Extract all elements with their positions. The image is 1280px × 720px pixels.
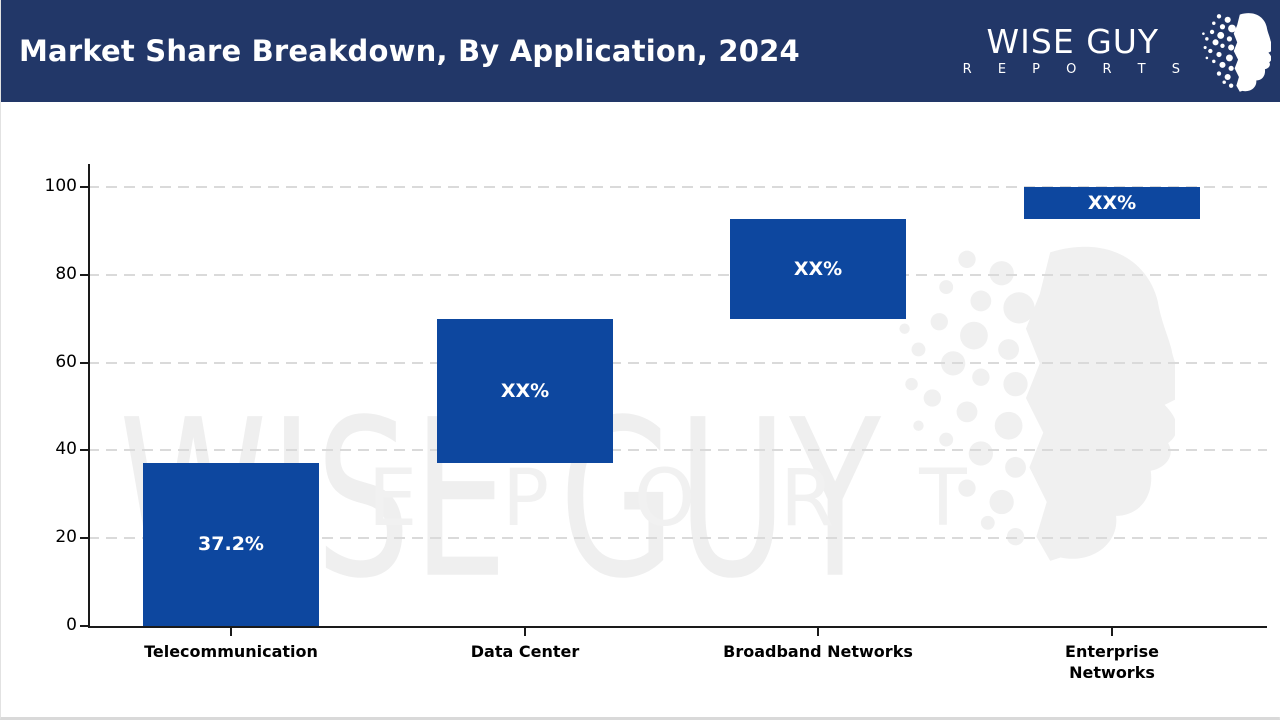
y-axis-line bbox=[88, 164, 90, 628]
y-tick-mark bbox=[80, 186, 88, 188]
header-bar: Market Share Breakdown, By Application, … bbox=[1, 0, 1280, 102]
category-label-line: Telecommunication bbox=[144, 642, 318, 661]
bar-segment: XX% bbox=[437, 318, 613, 463]
y-tick-mark bbox=[80, 537, 88, 540]
gridline-40 bbox=[88, 449, 1267, 452]
chart-title: Market Share Breakdown, By Application, … bbox=[19, 34, 800, 68]
category-label: Data Center bbox=[405, 641, 645, 662]
y-tick-label: 20 bbox=[55, 527, 77, 548]
bar-segment: 37.2% bbox=[143, 462, 319, 626]
y-tick-mark bbox=[80, 449, 88, 452]
y-tick-mark bbox=[80, 625, 88, 627]
x-tick-mark bbox=[817, 628, 819, 636]
wise-guy-reports-logo: WISE GUY R E P O R T S bbox=[955, 5, 1271, 97]
category-label-line: Data Center bbox=[470, 642, 580, 661]
logo-wordmark: WISE GUY R E P O R T S bbox=[955, 21, 1191, 78]
gridline-100 bbox=[88, 186, 1267, 188]
category-label-line: Enterprise bbox=[1065, 642, 1159, 661]
category-label-line: Broadband Networks bbox=[723, 642, 913, 661]
x-tick-mark bbox=[524, 628, 526, 636]
logo-subtitle: R E P O R T S bbox=[962, 62, 1191, 78]
x-tick-mark bbox=[1111, 628, 1113, 636]
watermark-head-icon bbox=[863, 230, 1175, 566]
logo-name: WISE GUY bbox=[986, 21, 1160, 61]
bar-value-label: XX% bbox=[793, 257, 843, 280]
y-tick-mark bbox=[80, 273, 88, 276]
bar-value-label: XX% bbox=[500, 379, 550, 402]
x-axis-line bbox=[88, 626, 1267, 628]
category-label-line: Networks bbox=[1069, 663, 1155, 682]
y-tick-label: 40 bbox=[55, 439, 77, 460]
gridline-60 bbox=[88, 361, 1267, 364]
category-label: Broadband Networks bbox=[698, 641, 938, 662]
category-label: Enterprise Networks bbox=[992, 641, 1232, 683]
bar-value-label: XX% bbox=[1087, 192, 1137, 215]
y-tick-mark bbox=[80, 361, 88, 364]
y-tick-label: 80 bbox=[55, 263, 77, 284]
category-label: Telecommunication bbox=[111, 641, 351, 662]
x-tick-mark bbox=[230, 628, 232, 636]
y-tick-label: 0 bbox=[66, 615, 77, 635]
bar-value-label: 37.2% bbox=[198, 533, 264, 556]
bar-segment: XX% bbox=[1024, 187, 1200, 220]
dotted-head-profile-icon bbox=[1193, 6, 1271, 96]
gridline-80 bbox=[88, 273, 1267, 276]
gridline-20 bbox=[88, 537, 1267, 540]
y-tick-label: 60 bbox=[55, 351, 77, 372]
y-tick-label: 100 bbox=[44, 176, 77, 196]
chart-area: WISE GUY R E P O R T S 0 20 40 60 80 100 37.2%… bbox=[1, 102, 1280, 717]
watermark-text-small: R E P O R T S bbox=[229, 454, 1132, 544]
bar-segment: XX% bbox=[730, 219, 906, 319]
